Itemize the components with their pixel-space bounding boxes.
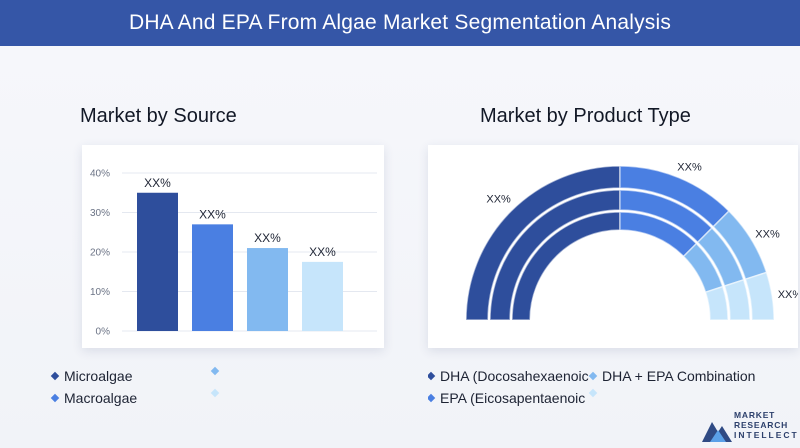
- y-tick-label: 40%: [90, 169, 110, 180]
- legend-item-epa: EPA (Eicosapentaenoic: [428, 390, 592, 406]
- legend-swatch-diamond-icon: [50, 371, 60, 381]
- donut-slice: [465, 165, 621, 321]
- legend-swatch-diamond-icon: [588, 388, 598, 398]
- logo-line-1: MARKET: [734, 410, 776, 420]
- bar: [192, 224, 233, 331]
- donut-data-label: XX%: [755, 228, 780, 240]
- source-bar-chart: 0% 10% 20% 30% 40% XX% XX% XX% XX%: [90, 169, 377, 338]
- page-title: DHA And EPA From Algae Market Segmentati…: [128, 11, 672, 34]
- donut-data-label: XX%: [778, 289, 798, 301]
- legend-label: DHA (Docosahexaenoic: [440, 368, 589, 384]
- bar-chart-card: 0% 10% 20% 30% 40% XX% XX% XX% XX%: [82, 145, 384, 348]
- legend-swatch-diamond-icon: [50, 393, 60, 403]
- y-tick-label: 10%: [90, 287, 110, 298]
- donut-data-label: XX%: [677, 162, 702, 174]
- legend-item-3: [210, 366, 224, 376]
- donut-slice: [744, 271, 775, 321]
- legend-item-4: [210, 388, 224, 398]
- donut-slice: [723, 278, 751, 321]
- logo-mountain-icon: [702, 422, 732, 442]
- bar-data-label: XX%: [199, 207, 226, 221]
- legend-swatch-diamond-icon: [428, 371, 436, 381]
- logo-line-3: INTELLECT: [734, 430, 799, 440]
- product-type-section-title: Market by Product Type: [480, 105, 691, 127]
- legend-swatch-diamond-icon: [428, 393, 436, 403]
- y-tick-label: 20%: [90, 248, 110, 259]
- y-tick-label: 30%: [90, 208, 110, 219]
- logo-line-2: RESEARCH: [734, 420, 789, 430]
- product-type-donut-chart: XX% XX% XX% XX%: [465, 162, 800, 321]
- bar-data-label: XX%: [144, 176, 171, 190]
- legend-label: EPA (Eicosapentaenoic: [440, 390, 586, 406]
- header-bar: DHA And EPA From Algae Market Segmentati…: [0, 0, 800, 46]
- legend-item-dha: DHA (Docosahexaenoic: [428, 368, 592, 384]
- legend-item-macroalgae: Macroalgae: [50, 390, 138, 406]
- legend-item-4: [588, 388, 602, 398]
- legend-label: Microalgae: [64, 368, 133, 384]
- legend-swatch-diamond-icon: [210, 388, 220, 398]
- donut-slice: [704, 285, 729, 321]
- legend-swatch-diamond-icon: [210, 366, 220, 376]
- bar-data-label: XX%: [254, 231, 281, 245]
- bar: [137, 192, 178, 331]
- bar-data-label: XX%: [309, 245, 336, 259]
- donut-data-label: XX%: [486, 194, 511, 206]
- legend-label: Macroalgae: [64, 390, 138, 406]
- legend-swatch-diamond-icon: [588, 371, 598, 381]
- donut-chart-card: XX% XX% XX% XX%: [428, 145, 800, 348]
- legend-label: DHA + EPA Combination: [602, 368, 756, 384]
- y-tick-label: 0%: [96, 327, 111, 338]
- logo-text: MARKET RESEARCH INTELLECT: [734, 410, 799, 440]
- bar: [302, 261, 343, 331]
- legend-item-dha-epa-combination: DHA + EPA Combination: [588, 368, 756, 384]
- legend-item-microalgae: Microalgae: [50, 368, 133, 384]
- brand-logo: MARKET RESEARCH INTELLECT: [700, 408, 797, 444]
- source-section-title: Market by Source: [80, 105, 237, 127]
- bar: [247, 248, 288, 331]
